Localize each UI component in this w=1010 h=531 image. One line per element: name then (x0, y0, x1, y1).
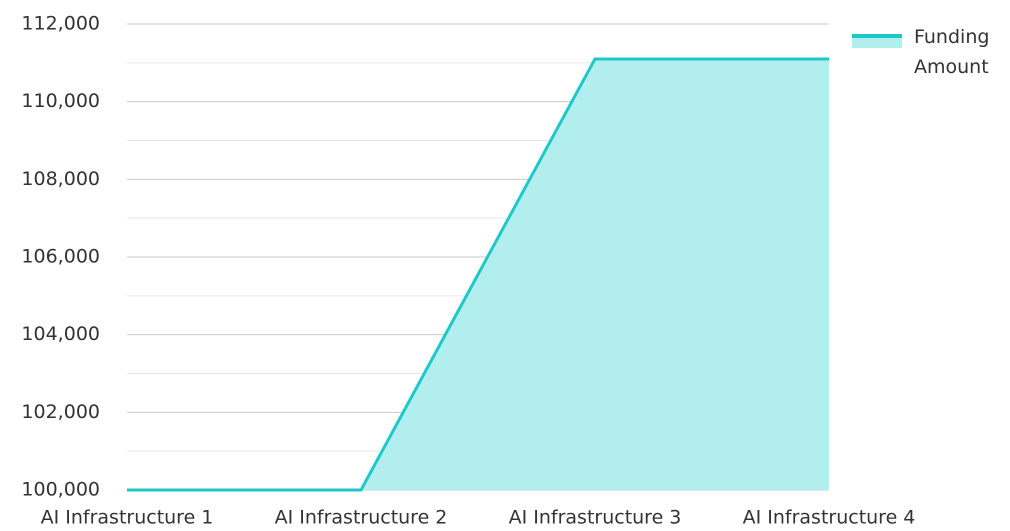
area-line (127, 57, 829, 492)
x-tick-label: AI Infrastructure 4 (743, 507, 916, 529)
y-tick-label: 100,000 (21, 479, 100, 501)
y-tick-label: 102,000 (21, 401, 100, 423)
legend-label: Funding Amount (914, 26, 990, 78)
y-tick-label: 112,000 (21, 13, 100, 35)
legend-swatch-fill (852, 36, 902, 48)
y-tick-label: 106,000 (21, 246, 100, 268)
y-tick-label: 108,000 (21, 168, 100, 190)
x-tick-label: AI Infrastructure 1 (41, 507, 214, 529)
y-tick-label: 104,000 (21, 323, 100, 345)
x-tick-label: AI Infrastructure 2 (275, 507, 448, 529)
y-tick-label: 110,000 (21, 90, 100, 112)
x-tick-label: AI Infrastructure 3 (509, 507, 682, 529)
